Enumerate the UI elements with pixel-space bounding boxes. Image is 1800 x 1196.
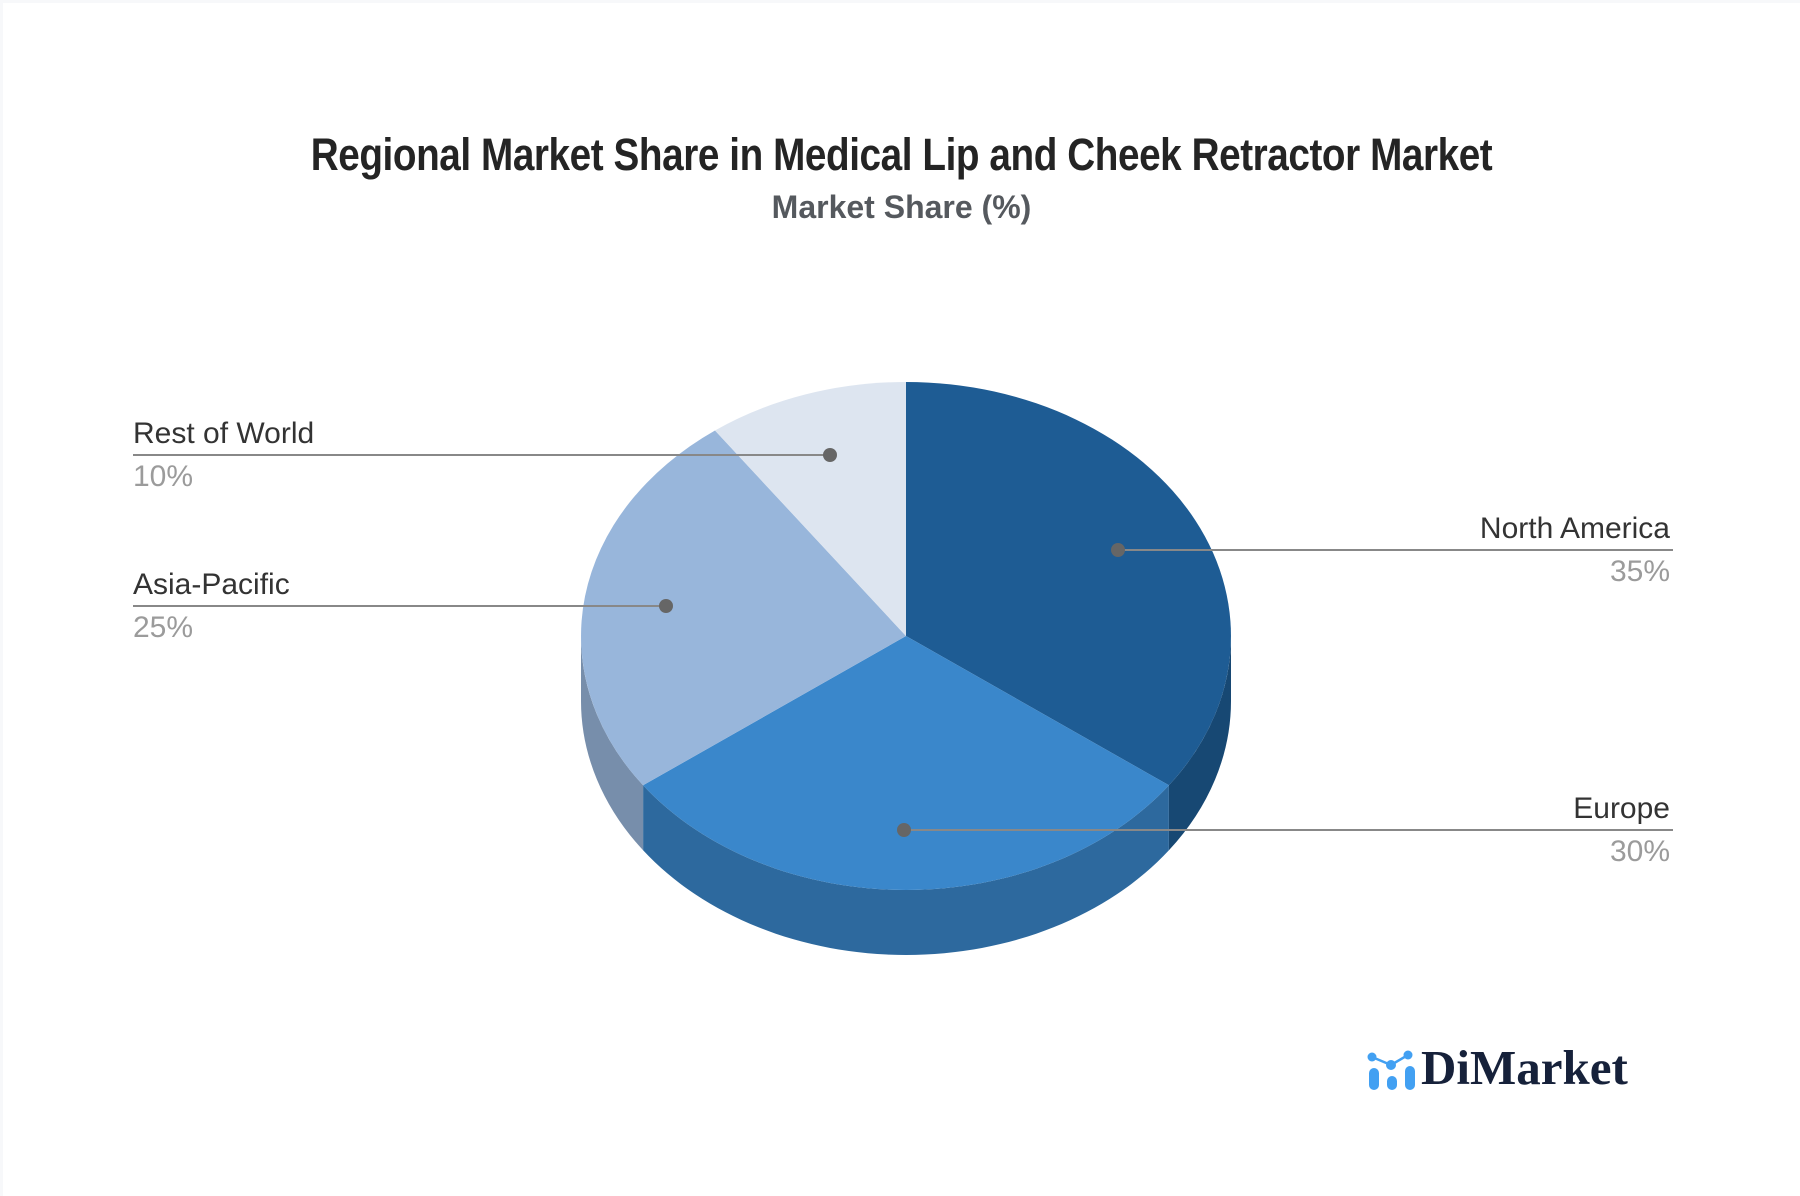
callout-dot-north-america [1111, 543, 1125, 557]
pie-slice-north-america[interactable] [906, 382, 1231, 786]
slice-label-north-america: North America [1479, 512, 1670, 545]
slice-percent-north-america: 35% [1609, 555, 1670, 588]
slice-label-asia-pacific: Asia-Pacific [133, 568, 290, 601]
pie-rim-asia-pacific [581, 636, 644, 851]
pie-chart-canvas [133, 382, 1673, 955]
dimarket-logo[interactable]: DiMarket [1365, 1039, 1645, 1103]
chart-title: Regional Market Share in Medical Lip and… [310, 129, 1493, 180]
logo-text: DiMarket [1421, 1040, 1628, 1095]
callout-dot-rest-of-world [823, 448, 837, 462]
pie-slice-rest-of-world[interactable] [715, 382, 906, 636]
pie-slice-europe[interactable] [643, 636, 1169, 890]
pie-rim-europe [643, 785, 1169, 955]
slice-label-rest-of-world: Rest of World [133, 417, 315, 450]
callout-dot-asia-pacific [659, 599, 673, 613]
pie-slice-asia-pacific[interactable] [581, 430, 906, 786]
pie-rim-north-america [1168, 636, 1231, 851]
slice-percent-europe: 30% [1609, 835, 1670, 868]
slice-percent-rest-of-world: 10% [133, 460, 194, 493]
chart-subtitle: Market Share (%) [771, 189, 1032, 225]
bar-line-chart-icon [1367, 1050, 1415, 1090]
slice-percent-asia-pacific: 25% [133, 611, 194, 644]
callout-dot-europe [897, 823, 911, 837]
slice-label-europe: Europe [1573, 792, 1670, 825]
